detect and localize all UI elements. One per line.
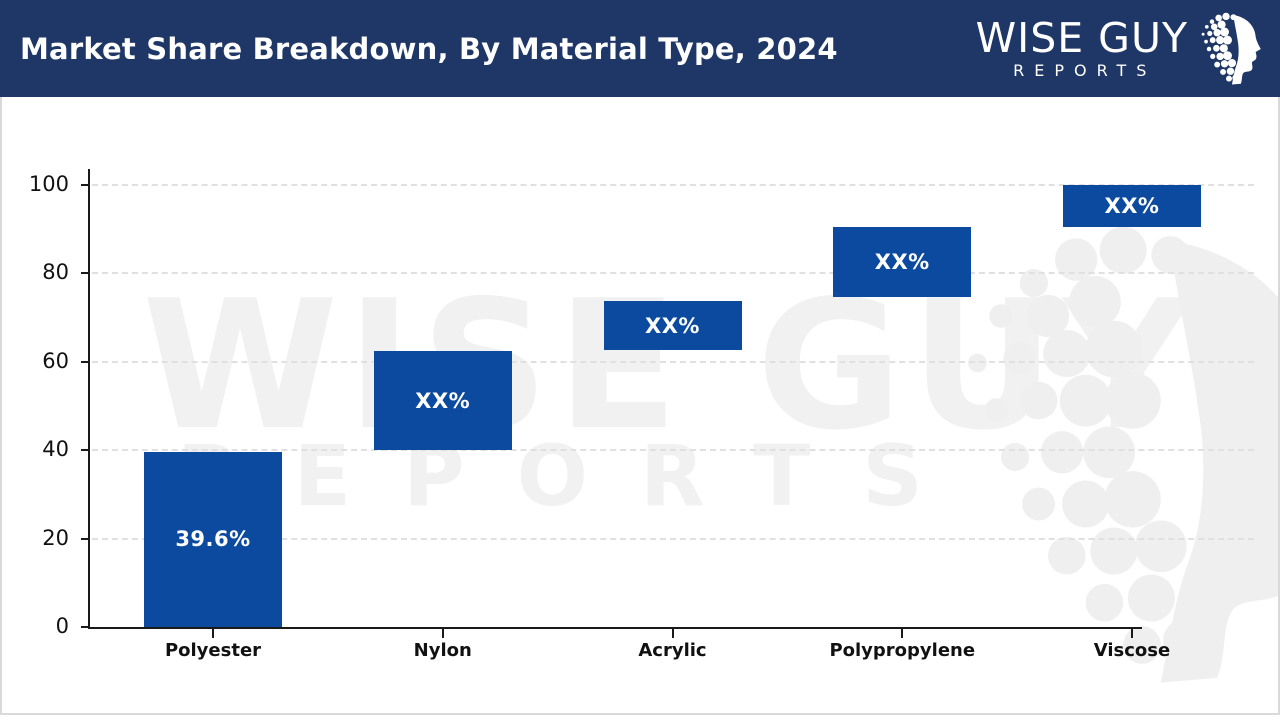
bar-value-label: XX% — [415, 388, 471, 413]
plot-area: 0 20 40 60 80 100 39.6% Polyester XX% Nylon XX% Acr… — [2, 97, 1278, 713]
bar-value-label: 39.6% — [175, 527, 251, 552]
gridline-60 — [92, 360, 1254, 363]
page-title: Market Share Breakdown, By Material Type… — [20, 31, 838, 66]
bar-acrylic: XX% — [603, 301, 742, 351]
gridline-100 — [92, 184, 1254, 186]
y-axis-line — [88, 169, 90, 629]
y-tick-label-40: 40 — [42, 437, 69, 462]
y-tick-label-60: 60 — [42, 348, 69, 373]
y-tick-100 — [81, 184, 90, 186]
bar-value-label: XX% — [645, 313, 700, 338]
brand-logo-text: WISE GUY REPORTS — [975, 13, 1188, 81]
y-tick-40 — [81, 449, 90, 452]
x-tick-label-nylon: Nylon — [413, 640, 472, 661]
bar-viscose: XX% — [1063, 185, 1201, 227]
bar-polyester: 39.6% — [144, 451, 282, 627]
chart-canvas: WISE GUY REPORTS 0 20 40 60 80 100 39.6% Polyes… — [0, 97, 1280, 715]
x-tick-nylon — [441, 629, 444, 638]
header-bar: Market Share Breakdown, By Material Type… — [0, 0, 1280, 97]
x-tick-polypropylene — [901, 629, 904, 638]
gridline-40 — [92, 449, 1254, 452]
gridline-80 — [92, 272, 1254, 275]
y-tick-label-20: 20 — [42, 525, 69, 550]
y-tick-label-80: 80 — [42, 260, 69, 285]
bar-nylon: XX% — [373, 351, 512, 451]
dot-face-logo-icon — [1201, 12, 1261, 85]
x-tick-label-acrylic: Acrylic — [638, 640, 707, 661]
x-tick-acrylic — [671, 629, 674, 638]
y-tick-60 — [81, 360, 90, 363]
x-tick-label-polyester: Polyester — [164, 640, 262, 661]
gridline-20 — [92, 537, 1254, 540]
watermark-subtitle-text: REPORTS — [177, 427, 975, 525]
x-tick-viscose — [1131, 629, 1133, 638]
bar-value-label: XX% — [874, 249, 930, 274]
y-tick-0 — [81, 626, 90, 628]
x-axis-line — [88, 627, 1142, 629]
bar-polypropylene: XX% — [833, 226, 972, 297]
y-tick-80 — [81, 272, 90, 275]
watermark-dot-face-icon — [968, 226, 1278, 683]
x-tick-polyester — [212, 629, 214, 638]
y-tick-20 — [81, 537, 90, 540]
brand-name: WISE GUY — [975, 13, 1188, 62]
bar-value-label: XX% — [1104, 193, 1160, 218]
y-tick-label-0: 0 — [55, 614, 69, 638]
brand-subtitle: REPORTS — [1013, 61, 1157, 81]
y-tick-label-100: 100 — [28, 172, 69, 196]
brand-logo: WISE GUY REPORTS — [976, 8, 1266, 90]
x-tick-label-viscose: Viscose — [1093, 640, 1171, 661]
x-tick-label-polypropylene: Polypropylene — [829, 640, 976, 661]
